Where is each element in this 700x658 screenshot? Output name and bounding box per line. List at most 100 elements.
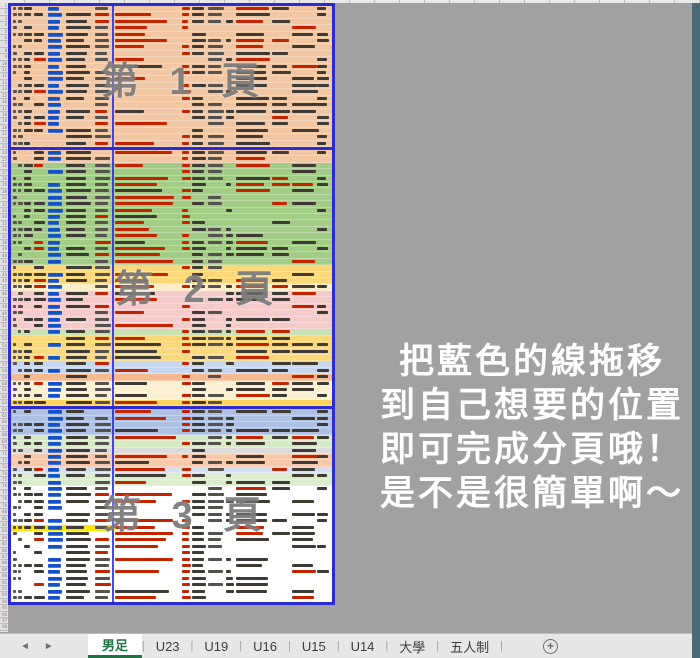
row-number[interactable]: 52: [0, 330, 8, 336]
row-number[interactable]: 95: [0, 605, 8, 611]
sheet-row[interactable]: [11, 386, 332, 394]
vertical-page-break-line[interactable]: [112, 6, 114, 602]
sheet-row[interactable]: [11, 6, 332, 13]
row-number[interactable]: 70: [0, 445, 8, 451]
sheet-row[interactable]: [11, 409, 332, 416]
add-sheet-button[interactable]: +: [543, 638, 559, 654]
row-number[interactable]: 33: [0, 208, 8, 214]
sheet-row[interactable]: [11, 162, 332, 170]
row-number[interactable]: 77: [0, 490, 8, 496]
row-number[interactable]: 58: [0, 368, 8, 374]
row-number[interactable]: 79: [0, 503, 8, 509]
row-number[interactable]: 3: [0, 16, 8, 22]
row-number[interactable]: 63: [0, 400, 8, 406]
row-number[interactable]: 16: [0, 99, 8, 105]
sheet-tab-U23[interactable]: U23: [155, 638, 180, 654]
row-number[interactable]: 93: [0, 592, 8, 598]
row-number[interactable]: 4: [0, 22, 8, 28]
sheet-row[interactable]: [11, 102, 332, 109]
sheet-row[interactable]: [11, 447, 332, 455]
row-number[interactable]: 41: [0, 259, 8, 265]
row-number[interactable]: 25: [0, 157, 8, 163]
row-number[interactable]: 61: [0, 387, 8, 393]
row-number[interactable]: 20: [0, 125, 8, 131]
row-number[interactable]: 42: [0, 266, 8, 272]
sheet-row[interactable]: [11, 76, 332, 83]
sheet-row[interactable]: [11, 82, 332, 90]
sheet-rows[interactable]: [11, 6, 332, 602]
sheet-row[interactable]: [11, 354, 332, 362]
row-number[interactable]: 56: [0, 355, 8, 361]
row-number[interactable]: 30: [0, 189, 8, 195]
sheet-row[interactable]: [11, 524, 332, 531]
row-number[interactable]: 35: [0, 221, 8, 227]
row-number[interactable]: 71: [0, 451, 8, 457]
row-number[interactable]: 31: [0, 195, 8, 201]
sheet-row[interactable]: [11, 31, 332, 39]
sheet-row[interactable]: [11, 530, 332, 538]
sheet-row[interactable]: [11, 380, 332, 387]
page-break-preview-sheet[interactable]: 第 1 頁 第 2 頁 第 3 頁: [8, 3, 335, 605]
sheet-row[interactable]: [11, 220, 332, 227]
sheet-row[interactable]: [11, 149, 332, 157]
sheet-row[interactable]: [11, 252, 332, 259]
row-number[interactable]: 27: [0, 170, 8, 176]
row-number[interactable]: 18: [0, 112, 8, 118]
row-number[interactable]: 86: [0, 548, 8, 554]
row-number[interactable]: 36: [0, 227, 8, 233]
row-number[interactable]: 45: [0, 285, 8, 291]
sheet-tab-五人制[interactable]: 五人制: [450, 639, 490, 655]
sheet-row[interactable]: [11, 233, 332, 240]
sheet-row[interactable]: [11, 582, 332, 589]
row-number[interactable]: 46: [0, 291, 8, 297]
row-number[interactable]: 12: [0, 73, 8, 79]
sheet-row[interactable]: [11, 207, 332, 214]
row-number[interactable]: 92: [0, 586, 8, 592]
sheet-row[interactable]: [11, 44, 332, 51]
sheet-row[interactable]: [11, 214, 332, 221]
sheet-row[interactable]: [11, 367, 332, 375]
row-number[interactable]: 72: [0, 458, 8, 464]
sheet-row[interactable]: [11, 114, 332, 122]
sheet-tab-U19[interactable]: U19: [204, 638, 229, 654]
row-number[interactable]: 65: [0, 413, 8, 419]
sheet-row[interactable]: [11, 374, 332, 381]
row-number[interactable]: 97: [0, 618, 8, 624]
sheet-row[interactable]: [11, 108, 332, 115]
row-number[interactable]: 54: [0, 343, 8, 349]
sheet-row[interactable]: [11, 511, 332, 519]
sheet-row[interactable]: [11, 588, 332, 595]
sheet-row[interactable]: [11, 134, 332, 141]
sheet-row[interactable]: [11, 393, 332, 400]
row-number[interactable]: 5: [0, 29, 8, 35]
row-number[interactable]: 11: [0, 67, 8, 73]
row-number[interactable]: 40: [0, 253, 8, 259]
row-number[interactable]: 10: [0, 61, 8, 67]
sheet-row[interactable]: [11, 194, 332, 202]
row-number[interactable]: 80: [0, 509, 8, 515]
row-number[interactable]: 83: [0, 528, 8, 534]
row-number[interactable]: 48: [0, 304, 8, 310]
sheet-row[interactable]: [11, 428, 332, 435]
row-number[interactable]: 98: [0, 624, 8, 630]
sheet-row[interactable]: [11, 310, 332, 317]
row-number[interactable]: 87: [0, 554, 8, 560]
row-number[interactable]: 6: [0, 35, 8, 41]
sheet-row[interactable]: [11, 342, 332, 349]
row-number[interactable]: 14: [0, 86, 8, 92]
row-number[interactable]: 23: [0, 144, 8, 150]
row-number[interactable]: 1: [0, 3, 8, 9]
sheet-row[interactable]: [11, 594, 332, 602]
row-number[interactable]: 55: [0, 349, 8, 355]
sheet-row[interactable]: [11, 63, 332, 71]
row-number[interactable]: 84: [0, 535, 8, 541]
sheet-row[interactable]: [11, 335, 332, 343]
sheet-row[interactable]: [11, 441, 332, 448]
row-number[interactable]: 51: [0, 323, 8, 329]
row-number[interactable]: 28: [0, 176, 8, 182]
sheet-row[interactable]: [11, 175, 332, 182]
row-number[interactable]: 60: [0, 381, 8, 387]
sheet-row[interactable]: [11, 434, 332, 442]
sheet-row[interactable]: [11, 422, 332, 429]
sheet-row[interactable]: [11, 399, 332, 407]
